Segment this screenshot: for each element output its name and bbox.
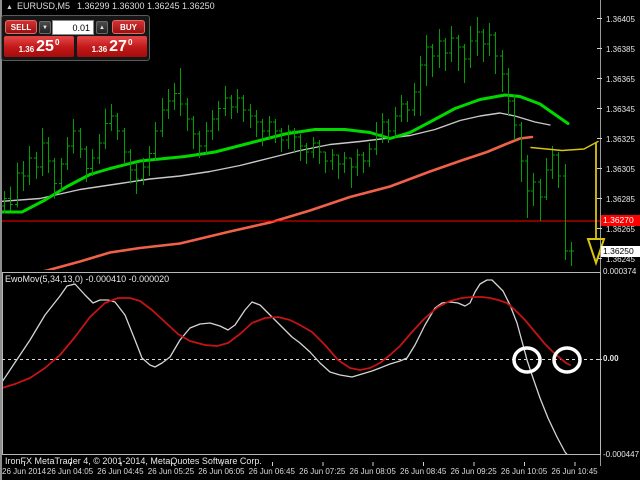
- ask-price-tag: 1.36270: [601, 215, 640, 226]
- indicator-red-line: [3, 296, 571, 389]
- volume-decrease-button[interactable]: ▼: [39, 21, 51, 34]
- buy-price-tile[interactable]: 1.36 27 0: [77, 36, 147, 57]
- time-tick-label: 26 Jun 10:05: [500, 467, 548, 476]
- indicator-white-line: [3, 279, 568, 454]
- bid-price-tag: 1.36250: [601, 246, 640, 257]
- buy-button[interactable]: BUY: [112, 20, 145, 34]
- buy-price-big-digits: 27: [109, 37, 127, 55]
- time-tick-label: 26 Jun 09:25: [450, 467, 497, 476]
- volume-increase-button[interactable]: ▲: [96, 21, 108, 34]
- sell-price-tile[interactable]: 1.36 25 0: [4, 36, 74, 57]
- time-tick-label: 26 Jun 04:05: [46, 467, 94, 476]
- indicator-zero-label: 0.00: [603, 354, 619, 363]
- time-tick-label: 26 Jun 06:45: [248, 467, 295, 476]
- price-bars: [2, 17, 574, 266]
- ma-slow-salmon-line: [42, 135, 534, 270]
- signal-circles: [512, 346, 582, 374]
- price-tick-label: 1.36405: [606, 14, 635, 24]
- time-tick-label: 26 Jun 07:25: [299, 467, 346, 476]
- window-left-edge: [0, 0, 2, 480]
- price-tick-label: 1.36385: [606, 44, 635, 54]
- indicator-subwindow-frame: [2, 272, 601, 455]
- buy-price-pipette: 0: [127, 38, 133, 47]
- time-tick-label: 26 Jun 08:05: [349, 467, 396, 476]
- time-tick-label: 26 Jun 05:25: [147, 467, 195, 476]
- time-tick-label: 26 Jun 04:45: [97, 467, 144, 476]
- one-click-trading-panel: SELL ▼ ▲ BUY 1.36 25 0 1.36 27 0: [1, 15, 150, 61]
- price-tick-label: 1.36265: [606, 224, 635, 234]
- ohlc-values-label: 1.36299 1.36300 1.36245 1.36250: [76, 1, 215, 11]
- axis-ticks: [24, 18, 602, 466]
- expand-triangle-icon[interactable]: ▲: [6, 4, 13, 11]
- indicator-label: EwoMov(5,34,13,0) -0.000410 -0.000020: [5, 274, 170, 284]
- price-tick-label: 1.36345: [606, 104, 635, 114]
- buy-price-prefix: 1.36: [91, 44, 108, 54]
- time-tick-label: 26 Jun 2014: [2, 467, 47, 476]
- time-tick-label: 26 Jun 06:05: [198, 467, 245, 476]
- price-tick-label: 1.36365: [606, 74, 635, 84]
- sell-price-big-digits: 25: [36, 37, 54, 55]
- sell-signal-arrow: [586, 143, 606, 267]
- sell-price-pipette: 0: [54, 38, 60, 47]
- sell-button[interactable]: SELL: [5, 20, 37, 34]
- symbol-period-label: EURUSD,M5: [16, 1, 70, 11]
- signal-zigzag-line: [530, 140, 599, 152]
- time-tick-label: 26 Jun 08:45: [400, 467, 447, 476]
- copyright-label: IronFX MetaTrader 4, © 2001-2014, MetaQu…: [5, 456, 262, 466]
- chevron-down-icon: ▼: [42, 25, 48, 31]
- signal-circle-icon: [512, 346, 542, 374]
- sell-price-prefix: 1.36: [18, 44, 35, 54]
- price-tick-label: 1.36305: [606, 164, 635, 174]
- signal-circle-icon: [552, 346, 582, 374]
- indicator-max-label: 0.000374: [603, 267, 637, 276]
- indicator-min-label: -0.000447: [603, 450, 640, 459]
- price-tick-label: 1.36245: [606, 254, 635, 264]
- chevron-up-icon: ▲: [99, 25, 105, 31]
- chart-borders: [0, 0, 601, 480]
- volume-input[interactable]: [52, 20, 94, 35]
- price-tick-label: 1.36325: [606, 134, 635, 144]
- chart-info-line: ▲ EURUSD,M5 1.36299 1.36300 1.36245 1.3625…: [6, 1, 215, 11]
- price-tick-label: 1.36285: [606, 194, 635, 204]
- time-tick-label: 26 Jun 10:45: [551, 467, 598, 476]
